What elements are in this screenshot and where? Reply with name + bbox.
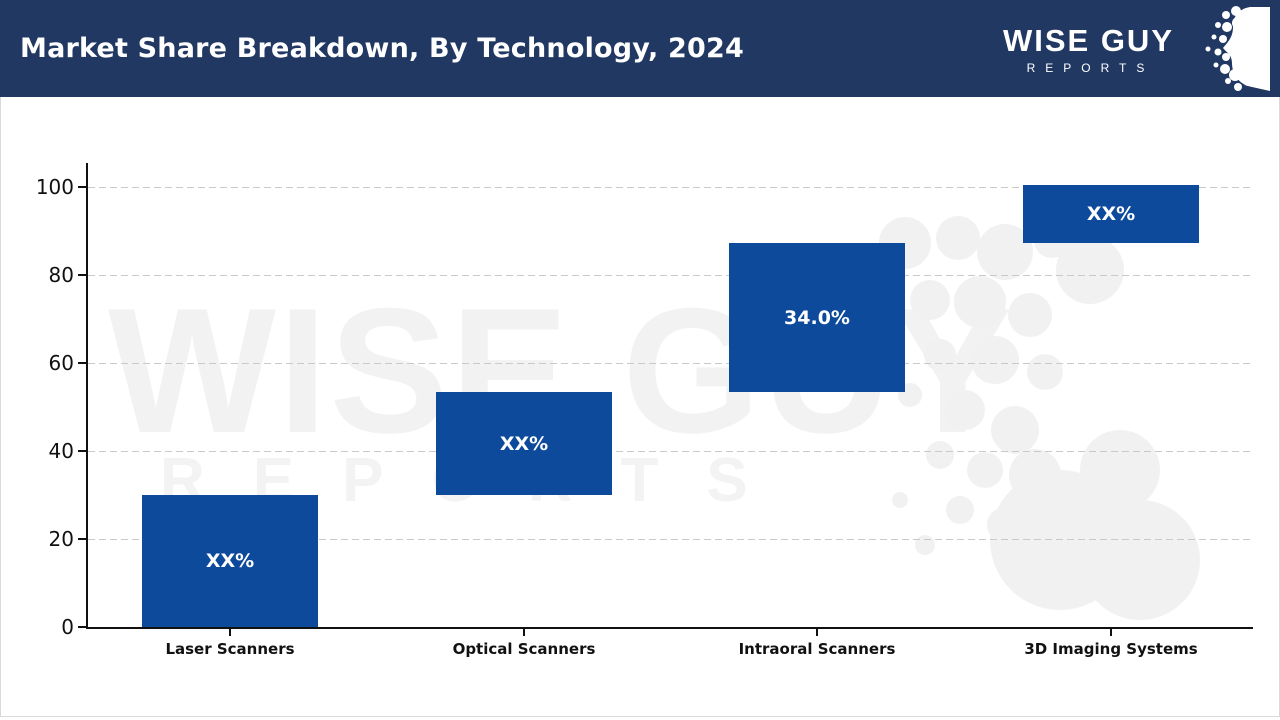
bar-value-label: XX%	[499, 432, 549, 455]
watermark-dot	[910, 280, 950, 320]
x-tick-mark	[816, 629, 818, 636]
watermark-dot	[946, 496, 974, 524]
watermark-dot	[954, 276, 1006, 328]
x-category-label-2: Optical Scanners	[452, 640, 596, 658]
bar-value-label: 34.0%	[784, 306, 850, 329]
y-tick-label: 40	[48, 439, 74, 463]
watermark-dot	[1027, 354, 1063, 390]
y-tick-mark	[78, 274, 86, 276]
x-tick-mark	[229, 629, 231, 636]
bar-laser-scanners: XX%	[142, 495, 318, 627]
bar-3d-imaging-systems: XX%	[1023, 185, 1199, 243]
bar-value-label: XX%	[205, 550, 255, 572]
bar-optical-scanners: XX%	[436, 392, 612, 495]
watermark-dot	[1008, 293, 1052, 337]
y-tick-label: 20	[48, 527, 74, 551]
watermark-dot	[945, 390, 985, 430]
watermark-dot	[892, 492, 908, 508]
wise-guy-logo: WISE GUY REPORTS	[1003, 5, 1280, 93]
y-tick-label: 60	[48, 351, 74, 375]
y-tick-label: 80	[48, 263, 74, 287]
y-tick-label: 100	[35, 175, 74, 199]
watermark-dot	[1080, 500, 1200, 620]
y-tick-mark	[78, 538, 86, 540]
x-axis-spine	[86, 627, 1253, 629]
gridline-y-20	[88, 538, 1253, 540]
gridline-y-60	[88, 362, 1253, 364]
bar-intraoral-scanners: 34.0%	[729, 242, 905, 393]
y-tick-mark	[78, 450, 86, 452]
chart-title: Market Share Breakdown, By Technology, 2…	[20, 33, 745, 64]
y-tick-mark	[78, 626, 86, 628]
gridline-y-80	[88, 274, 1253, 276]
watermark-dot	[967, 452, 1003, 488]
x-category-label-4: 3D Imaging Systems	[1024, 640, 1198, 658]
watermark-dot	[915, 535, 935, 555]
watermark-dot	[971, 336, 1019, 384]
header-band: Market Share Breakdown, By Technology, 2…	[0, 0, 1280, 97]
x-category-label-3: Intraoral Scanners	[738, 640, 896, 658]
watermark-dot	[991, 406, 1039, 454]
x-category-label-1: Laser Scanners	[165, 640, 295, 658]
logo-text: WISE GUY REPORTS	[1003, 23, 1174, 75]
gridline-y-40	[88, 450, 1253, 452]
y-axis-spine	[86, 163, 88, 628]
logo-wordmark: WISE GUY	[1002, 22, 1174, 58]
logo-subtitle: REPORTS	[1026, 60, 1155, 75]
y-tick-label: 0	[61, 615, 74, 639]
watermark-dot	[1056, 236, 1124, 304]
gridline-y-100	[88, 186, 1253, 188]
y-tick-mark	[78, 362, 86, 364]
logo-head-icon	[1205, 5, 1270, 91]
x-tick-mark	[523, 629, 525, 636]
x-tick-mark	[1110, 629, 1112, 636]
watermark-dot	[1080, 430, 1160, 510]
watermark-dot	[924, 339, 956, 371]
bar-value-label: XX%	[1086, 203, 1136, 226]
watermark-dot	[926, 441, 954, 469]
y-tick-mark	[78, 186, 86, 188]
watermark-dot	[936, 216, 980, 260]
